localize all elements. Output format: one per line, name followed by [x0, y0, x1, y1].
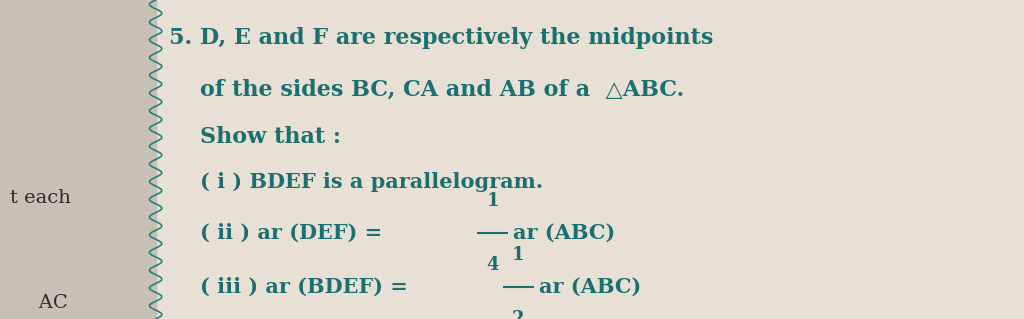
Text: AC: AC: [20, 294, 69, 312]
Text: 2: 2: [512, 310, 524, 319]
Text: ar (ABC): ar (ABC): [513, 223, 615, 243]
Text: t each: t each: [10, 189, 71, 207]
Text: ( iii ) ar (BDEF) =: ( iii ) ar (BDEF) =: [200, 277, 415, 297]
Bar: [0, 0, 156, 319]
Text: 1: 1: [512, 246, 524, 264]
Text: 1: 1: [486, 192, 499, 210]
Text: of the sides BC, CA and AB of a  △ABC.: of the sides BC, CA and AB of a △ABC.: [200, 78, 684, 100]
Text: Show that :: Show that :: [200, 126, 341, 148]
Text: ( ii ) ar (DEF) =: ( ii ) ar (DEF) =: [200, 223, 389, 243]
Text: ( i ) BDEF is a parallelogram.: ( i ) BDEF is a parallelogram.: [200, 172, 543, 192]
Text: 5. D, E and F are respectively the midpoints: 5. D, E and F are respectively the midpo…: [169, 27, 714, 49]
Text: ar (ABC): ar (ABC): [539, 277, 641, 297]
Text: 4: 4: [486, 256, 499, 274]
